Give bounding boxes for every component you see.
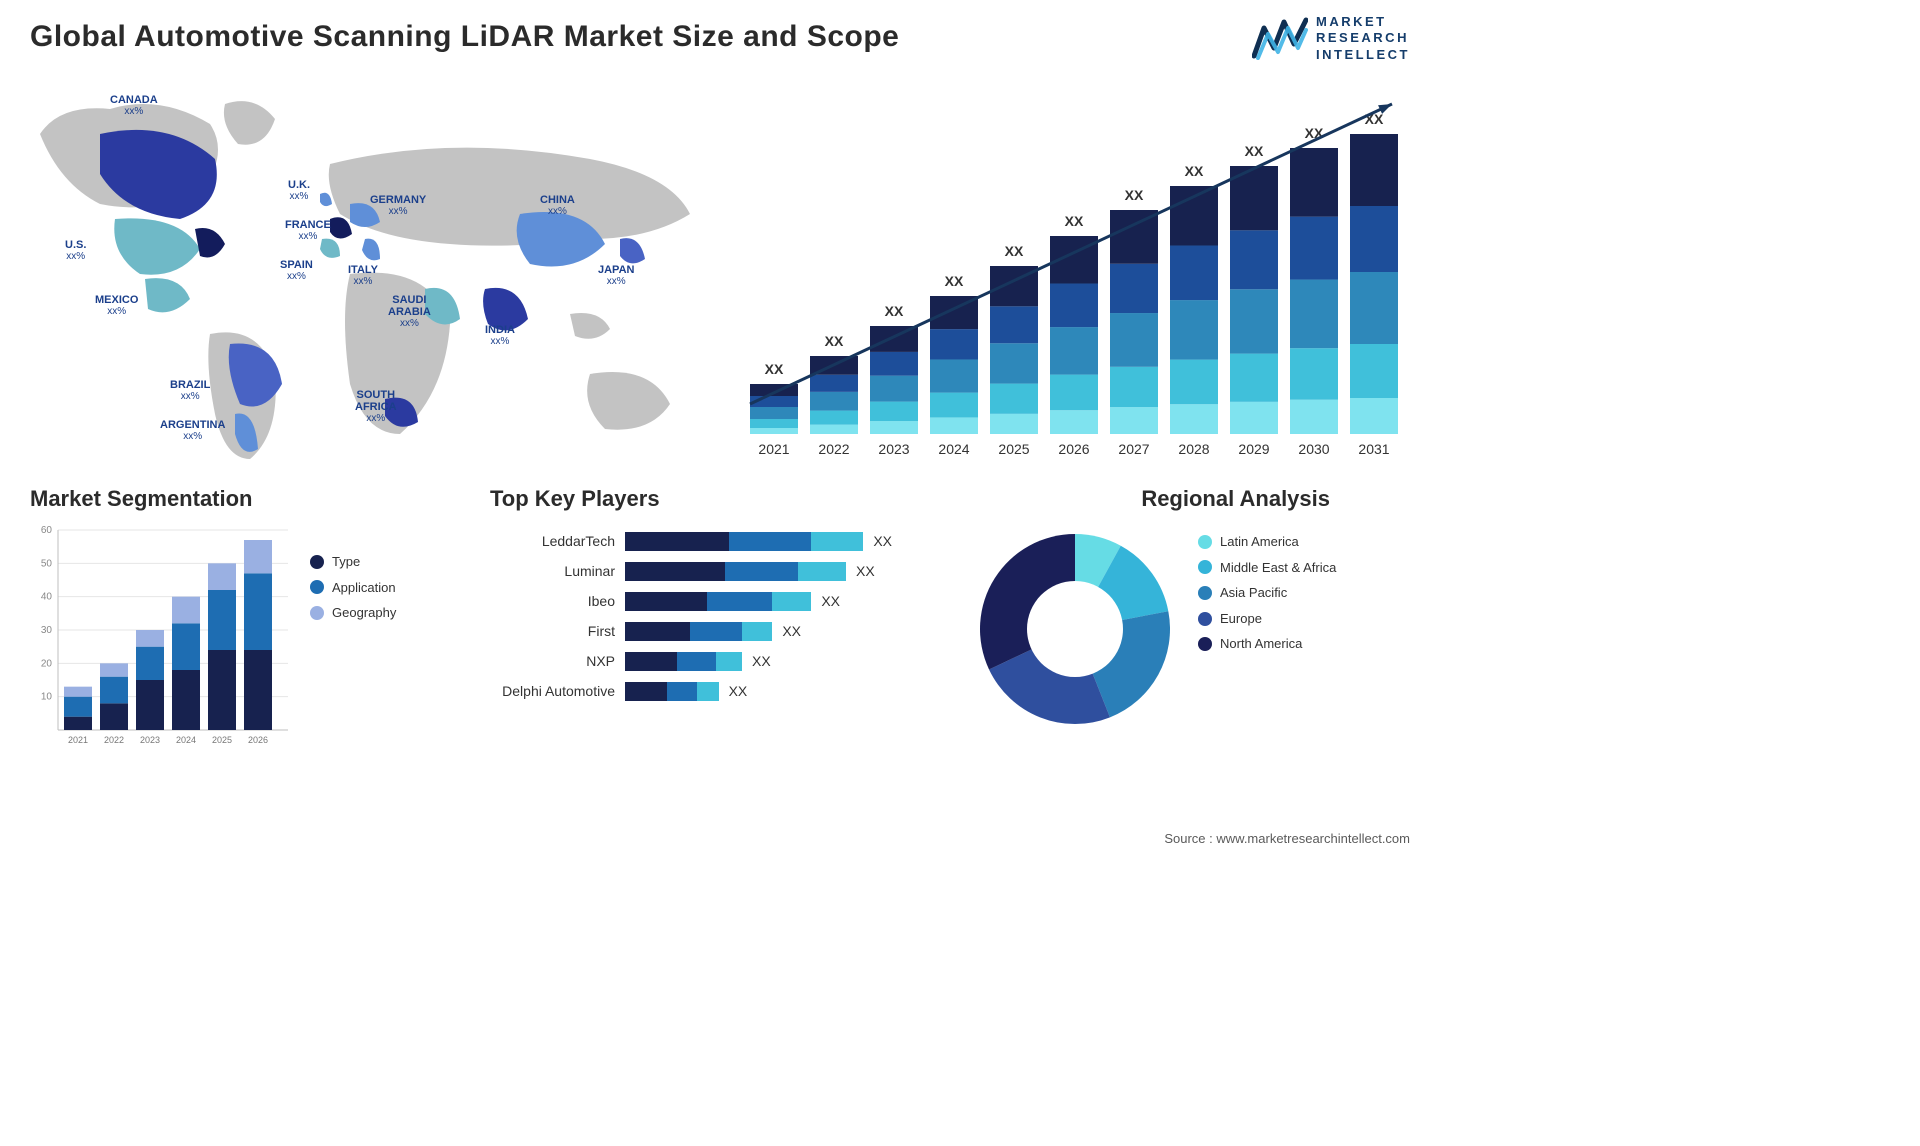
player-bar	[625, 592, 811, 611]
svg-text:2021: 2021	[68, 735, 88, 745]
logo-text: MARKET RESEARCH INTELLECT	[1316, 14, 1410, 63]
regional-title: Regional Analysis	[970, 486, 1410, 512]
legend-item: Europe	[1198, 611, 1336, 627]
player-bar	[625, 532, 863, 551]
player-bar	[625, 652, 742, 671]
svg-text:2024: 2024	[938, 441, 969, 457]
svg-text:XX: XX	[1065, 213, 1084, 229]
map-label: MEXICOxx%	[95, 294, 138, 317]
map-label: SAUDIARABIAxx%	[388, 294, 431, 329]
svg-text:2024: 2024	[176, 735, 196, 745]
svg-text:2025: 2025	[998, 441, 1029, 457]
segmentation-title: Market Segmentation	[30, 486, 470, 512]
svg-text:XX: XX	[765, 361, 784, 377]
svg-text:XX: XX	[1125, 187, 1144, 203]
player-bar	[625, 682, 719, 701]
player-bar	[625, 622, 772, 641]
segmentation-section: Market Segmentation 10 20 30 40 50 60 2021 2022…	[30, 486, 470, 754]
svg-text:XX: XX	[825, 333, 844, 349]
svg-text:10: 10	[41, 692, 53, 703]
legend-item: Type	[310, 554, 396, 570]
legend-item: North America	[1198, 636, 1336, 652]
page-title: Global Automotive Scanning LiDAR Market …	[30, 20, 1410, 54]
svg-text:2026: 2026	[1058, 441, 1089, 457]
svg-text:2025: 2025	[212, 735, 232, 745]
player-row: NXP XX	[490, 650, 950, 672]
legend-item: Latin America	[1198, 534, 1336, 550]
svg-text:50: 50	[41, 558, 53, 569]
svg-text:2023: 2023	[140, 735, 160, 745]
map-label: GERMANYxx%	[370, 194, 426, 217]
svg-text:2029: 2029	[1238, 441, 1269, 457]
player-label: Luminar	[490, 563, 625, 579]
map-label: U.S.xx%	[65, 239, 86, 262]
growth-chart-svg: XX 2021 XX 2022 XX 2023 XX 2024 XX 2025 XX 2026 XX 20…	[740, 64, 1430, 464]
map-label: U.K.xx%	[288, 179, 310, 202]
map-label: SPAINxx%	[280, 259, 313, 282]
legend-item: Geography	[310, 605, 396, 621]
svg-text:2022: 2022	[818, 441, 849, 457]
map-label: INDIAxx%	[485, 324, 515, 347]
growth-chart: XX 2021 XX 2022 XX 2023 XX 2024 XX 2025 XX 2026 XX 20…	[740, 64, 1430, 464]
map-label: ARGENTINAxx%	[160, 419, 225, 442]
logo-mark-icon	[1252, 16, 1308, 60]
player-value: XX	[821, 593, 840, 609]
regional-section: Regional Analysis Latin America Middle Ea…	[970, 486, 1410, 754]
player-value: XX	[782, 623, 801, 639]
player-label: NXP	[490, 653, 625, 669]
svg-text:XX: XX	[1245, 143, 1264, 159]
regional-donut	[970, 524, 1180, 734]
svg-text:XX: XX	[1185, 163, 1204, 179]
player-row: Delphi Automotive XX	[490, 680, 950, 702]
legend-item: Asia Pacific	[1198, 585, 1336, 601]
player-row: LeddarTech XX	[490, 530, 950, 552]
map-label: BRAZILxx%	[170, 379, 210, 402]
brand-logo: MARKET RESEARCH INTELLECT	[1252, 14, 1410, 63]
svg-text:2031: 2031	[1358, 441, 1389, 457]
player-row: First XX	[490, 620, 950, 642]
svg-text:40: 40	[41, 592, 53, 603]
svg-text:XX: XX	[1005, 243, 1024, 259]
player-value: XX	[752, 653, 771, 669]
players-section: Top Key Players LeddarTechXXLuminarXXIbe…	[490, 486, 950, 754]
svg-text:2023: 2023	[878, 441, 909, 457]
player-value: XX	[729, 683, 748, 699]
map-label: SOUTHAFRICAxx%	[355, 389, 397, 424]
player-value: XX	[856, 563, 875, 579]
map-label: ITALYxx%	[348, 264, 378, 287]
player-label: Ibeo	[490, 593, 625, 609]
legend-item: Middle East & Africa	[1198, 560, 1336, 576]
player-label: LeddarTech	[490, 533, 625, 549]
svg-text:2030: 2030	[1298, 441, 1329, 457]
player-label: First	[490, 623, 625, 639]
map-label: JAPANxx%	[598, 264, 634, 287]
svg-text:XX: XX	[885, 303, 904, 319]
player-label: Delphi Automotive	[490, 683, 625, 699]
segmentation-chart: 10 20 30 40 50 60 2021 2022 2023 2024 2025 2026	[30, 524, 294, 754]
map-label: CANADAxx%	[110, 94, 158, 117]
svg-text:30: 30	[41, 625, 53, 636]
svg-text:2026: 2026	[248, 735, 268, 745]
segmentation-legend: Type Application Geography	[310, 524, 396, 754]
player-bar	[625, 562, 846, 581]
player-row: Ibeo XX	[490, 590, 950, 612]
svg-text:2028: 2028	[1178, 441, 1209, 457]
map-label: CHINAxx%	[540, 194, 575, 217]
world-map: CANADAxx% U.S.xx% MEXICOxx% BRAZILxx% ARGENT…	[30, 64, 710, 464]
svg-text:2021: 2021	[758, 441, 789, 457]
player-value: XX	[873, 533, 892, 549]
svg-text:60: 60	[41, 525, 53, 536]
players-title: Top Key Players	[490, 486, 950, 512]
svg-text:2027: 2027	[1118, 441, 1149, 457]
map-label: FRANCExx%	[285, 219, 331, 242]
players-list: LeddarTechXXLuminarXXIbeoXXFirstXXNXPXXD…	[490, 530, 950, 702]
svg-text:2022: 2022	[104, 735, 124, 745]
regional-legend: Latin America Middle East & Africa Asia Pa…	[1198, 524, 1336, 662]
player-row: Luminar XX	[490, 560, 950, 582]
legend-item: Application	[310, 580, 396, 596]
svg-text:20: 20	[41, 658, 53, 669]
svg-text:XX: XX	[945, 273, 964, 289]
source-attribution: Source : www.marketresearchintellect.com	[1164, 831, 1410, 846]
